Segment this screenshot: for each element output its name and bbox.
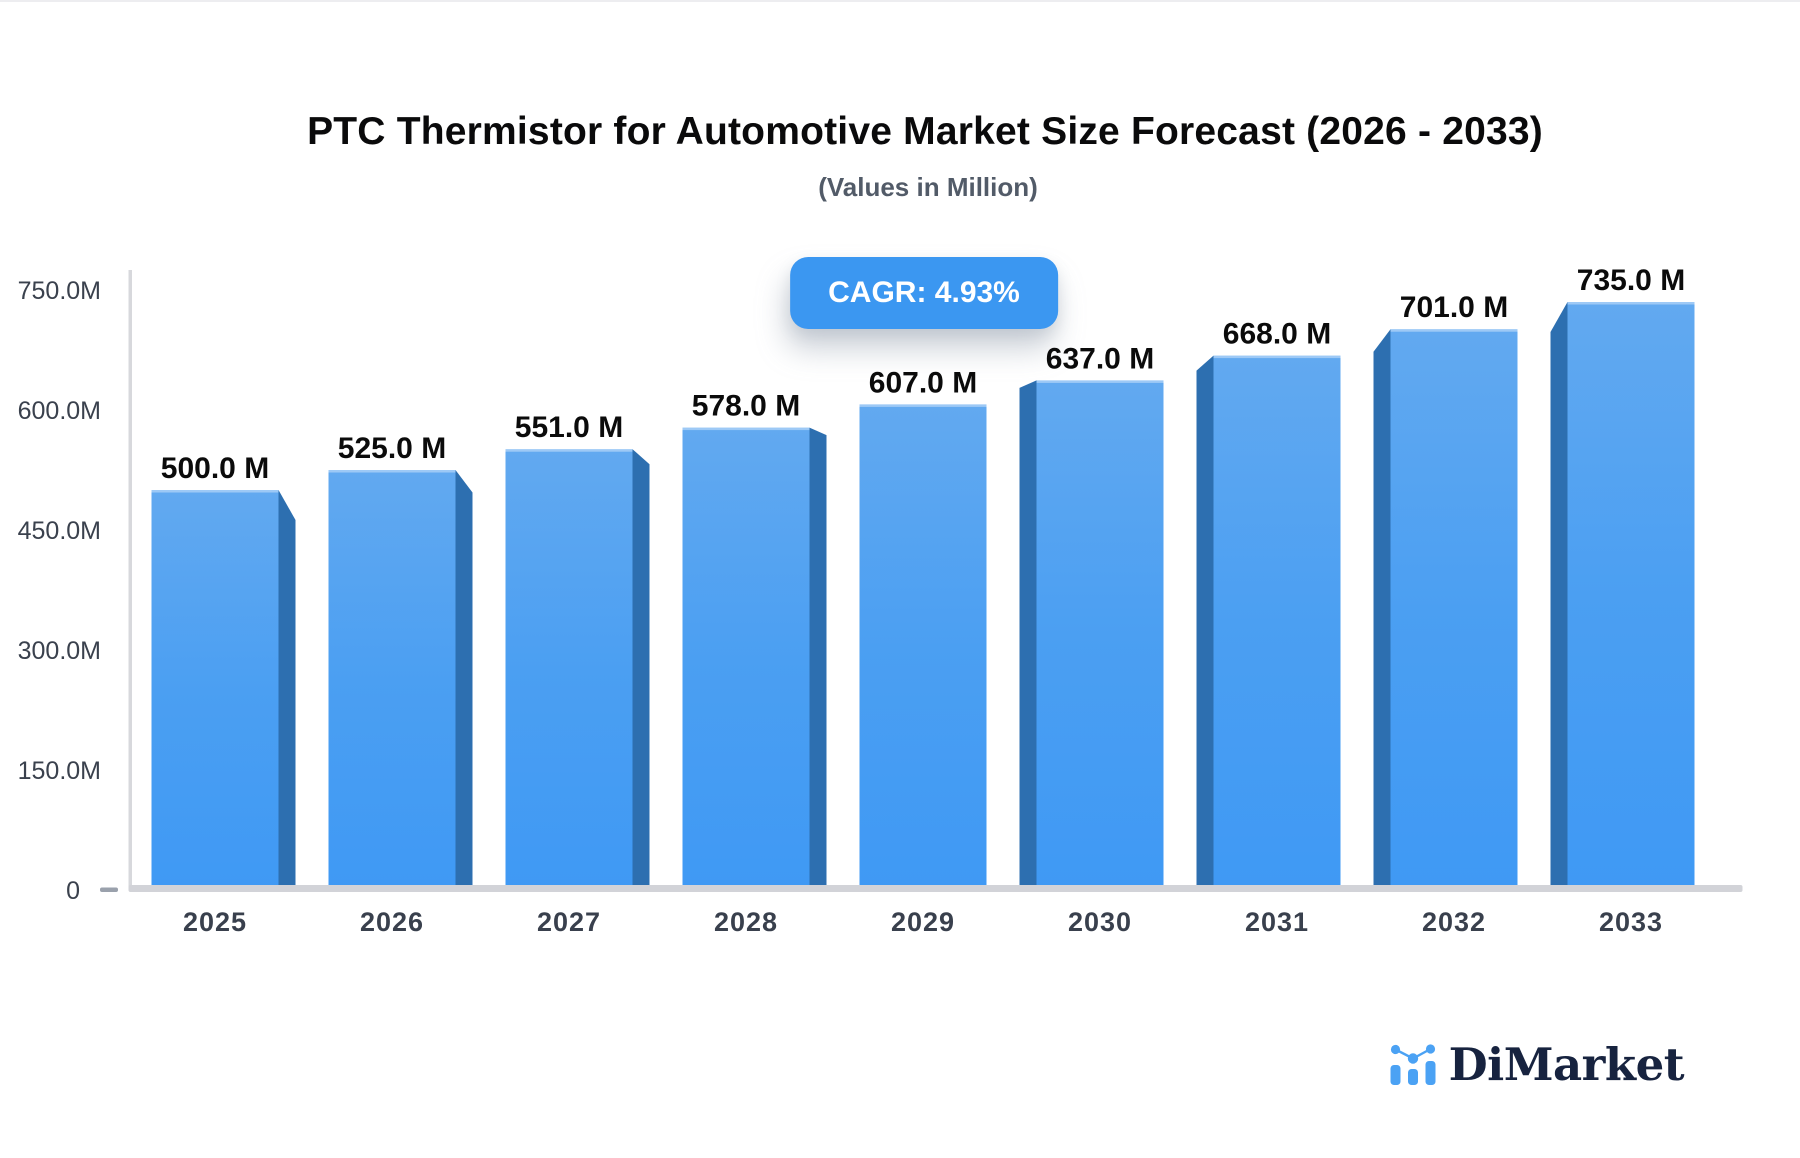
logo-text: DiMarket (1448, 1038, 1685, 1091)
x-tick-label: 2029 (891, 907, 955, 937)
bar-side-face (1019, 380, 1037, 890)
bar-2029[interactable] (859, 404, 987, 890)
x-tick-label: 2028 (714, 907, 778, 937)
x-tick-label: 2026 (360, 907, 424, 937)
bar-top-edge (1213, 355, 1341, 359)
mini-bar-chart-logo-icon (1390, 1044, 1436, 1085)
bar-side-face (809, 427, 827, 890)
value-label: 551.0 M (515, 411, 623, 444)
x-tick-label: 2030 (1068, 907, 1132, 937)
value-label: 735.0 M (1577, 264, 1685, 297)
chart-title: PTC Thermistor for Automotive Market Siz… (307, 110, 1543, 153)
x-tick-label: 2025 (183, 907, 247, 937)
value-label: 607.0 M (869, 366, 977, 399)
bar-2030[interactable] (1036, 380, 1164, 890)
value-label: 578.0 M (692, 390, 800, 423)
bar-top-edge (1567, 302, 1695, 305)
bar-2027[interactable] (505, 449, 633, 890)
x-tick-label: 2032 (1422, 907, 1486, 937)
x-tick-label: 2031 (1245, 907, 1309, 937)
chart-subtitle: (Values in Million) (818, 172, 1038, 202)
y-tick-label: 150.0M (18, 757, 101, 785)
x-axis-baseline (128, 885, 1743, 892)
y-tick-label: 600.0M (18, 397, 101, 425)
bar-side-face (632, 449, 650, 890)
bar-top-edge (1390, 329, 1518, 332)
bar-side-face (1373, 329, 1391, 890)
dimarket-logo: DiMarket (1390, 1038, 1685, 1091)
value-label: 500.0 M (161, 452, 269, 485)
bar-top-edge (1036, 380, 1164, 383)
bar-top-edge (505, 449, 633, 452)
bar-side-face (1196, 355, 1214, 891)
bar-top-edge (328, 470, 456, 473)
y-tick-label: 0 (66, 877, 80, 905)
x-tick-label: 2027 (537, 907, 601, 937)
bar-side-face (1550, 302, 1568, 890)
bar-side-face (278, 490, 296, 890)
zero-tick-dash (100, 887, 118, 892)
bar-2028[interactable] (682, 427, 810, 890)
value-label: 637.0 M (1046, 342, 1154, 375)
value-label: 525.0 M (338, 432, 446, 465)
bar-2026[interactable] (328, 470, 456, 890)
bar-2031[interactable] (1213, 355, 1341, 891)
y-tick-label: 450.0M (18, 517, 101, 545)
y-tick-label: 750.0M (18, 277, 101, 305)
y-axis-line (128, 270, 132, 890)
bar-top-edge (151, 490, 279, 493)
bar-top-edge (682, 427, 810, 431)
bar-side-face (455, 470, 473, 890)
bar-top-edge (859, 404, 987, 407)
y-tick-label: 300.0M (18, 637, 101, 665)
cagr-badge: CAGR: 4.93% (790, 257, 1058, 329)
value-label: 668.0 M (1223, 318, 1331, 351)
bar-2033[interactable] (1567, 302, 1695, 890)
value-label: 701.0 M (1400, 291, 1508, 324)
bar-2032[interactable] (1390, 329, 1518, 890)
x-tick-label: 2033 (1599, 907, 1663, 937)
bar-2025[interactable] (151, 490, 279, 890)
